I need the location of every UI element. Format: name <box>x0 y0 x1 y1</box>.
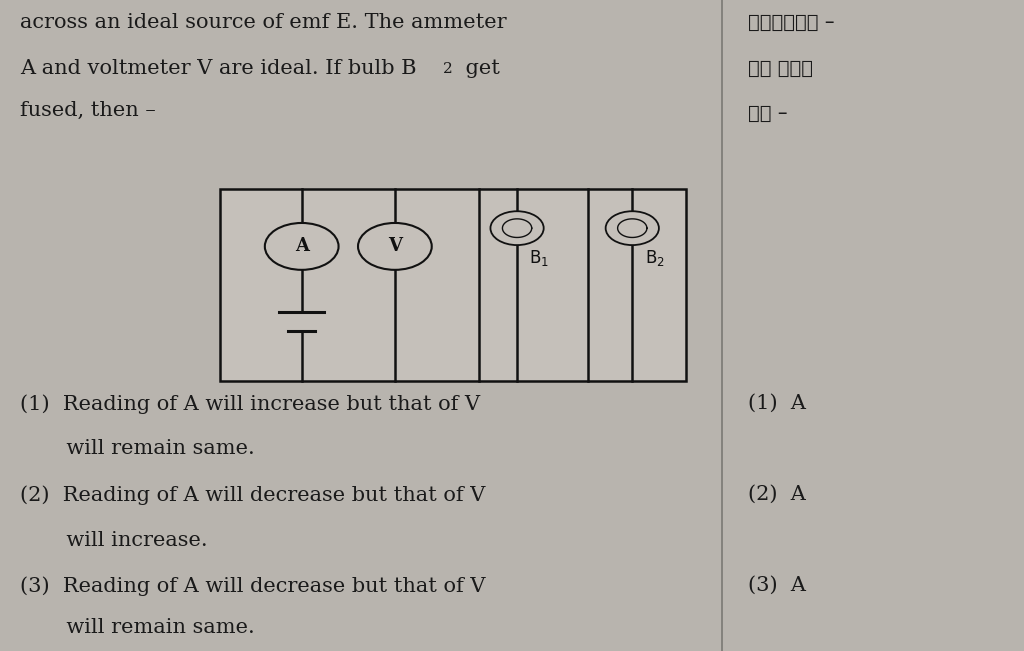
Text: get: get <box>459 59 500 77</box>
Text: (3)  Reading of A will decrease but that of V: (3) Reading of A will decrease but that … <box>20 576 486 596</box>
Text: (1)  A: (1) A <box>748 394 806 413</box>
Text: तो –: तो – <box>748 104 787 123</box>
Text: (2)  A: (2) A <box>748 485 806 504</box>
Circle shape <box>358 223 432 270</box>
Text: (3)  A: (3) A <box>748 576 806 595</box>
Text: A: A <box>295 238 308 255</box>
Text: $\mathrm{B_1}$: $\mathrm{B_1}$ <box>529 248 549 268</box>
Text: across an ideal source of emf E. The ammeter: across an ideal source of emf E. The amm… <box>20 13 507 32</box>
Text: (1)  Reading of A will increase but that of V: (1) Reading of A will increase but that … <box>20 394 480 413</box>
Circle shape <box>265 223 339 270</box>
Text: will remain same.: will remain same. <box>20 439 255 458</box>
Text: 2: 2 <box>443 62 454 76</box>
Text: $\mathrm{B_2}$: $\mathrm{B_2}$ <box>644 248 665 268</box>
Circle shape <box>605 211 658 245</box>
Text: will remain same.: will remain same. <box>20 618 255 637</box>
Circle shape <box>490 211 544 245</box>
Bar <box>220 189 686 381</box>
Text: V: V <box>388 238 401 255</box>
Text: will increase.: will increase. <box>20 531 208 549</box>
Text: और वोल: और वोल <box>748 59 812 77</box>
Text: A and voltmeter V are ideal. If bulb B: A and voltmeter V are ideal. If bulb B <box>20 59 417 77</box>
Text: fused, then –: fused, then – <box>20 101 157 120</box>
Text: एकसमान –: एकसमान – <box>748 13 835 32</box>
Text: (2)  Reading of A will decrease but that of V: (2) Reading of A will decrease but that … <box>20 485 485 505</box>
